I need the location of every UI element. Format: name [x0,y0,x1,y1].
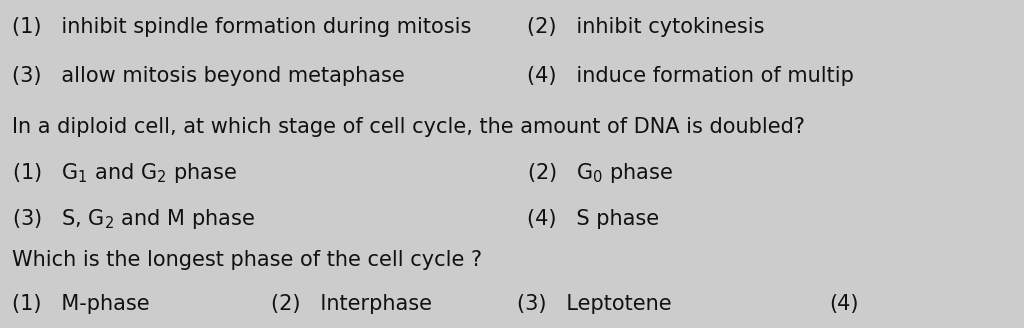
Text: (1)   M-phase: (1) M-phase [12,294,150,314]
Text: (4)   S phase: (4) S phase [527,209,659,229]
Text: (2)   $\mathregular{G_0}$ phase: (2) $\mathregular{G_0}$ phase [527,161,674,185]
Text: (3)   Leptotene: (3) Leptotene [517,294,672,314]
Text: Which is the longest phase of the cell cycle ?: Which is the longest phase of the cell c… [12,250,482,270]
Text: (3)   S, $\mathregular{G_2}$ and M phase: (3) S, $\mathregular{G_2}$ and M phase [12,207,256,231]
Text: (4): (4) [829,294,859,314]
Text: (3)   allow mitosis beyond metaphase: (3) allow mitosis beyond metaphase [12,66,406,86]
Text: (1)   $\mathregular{G_1}$ and $\mathregular{G_2}$ phase: (1) $\mathregular{G_1}$ and $\mathregula… [12,161,238,185]
Text: (2)   Interphase: (2) Interphase [271,294,432,314]
Text: (2)   inhibit cytokinesis: (2) inhibit cytokinesis [527,17,765,37]
Text: In a diploid cell, at which stage of cell cycle, the amount of DNA is doubled?: In a diploid cell, at which stage of cel… [12,117,805,137]
Text: (1)   inhibit spindle formation during mitosis: (1) inhibit spindle formation during mit… [12,17,472,37]
Text: (4)   induce formation of multip: (4) induce formation of multip [527,66,854,86]
